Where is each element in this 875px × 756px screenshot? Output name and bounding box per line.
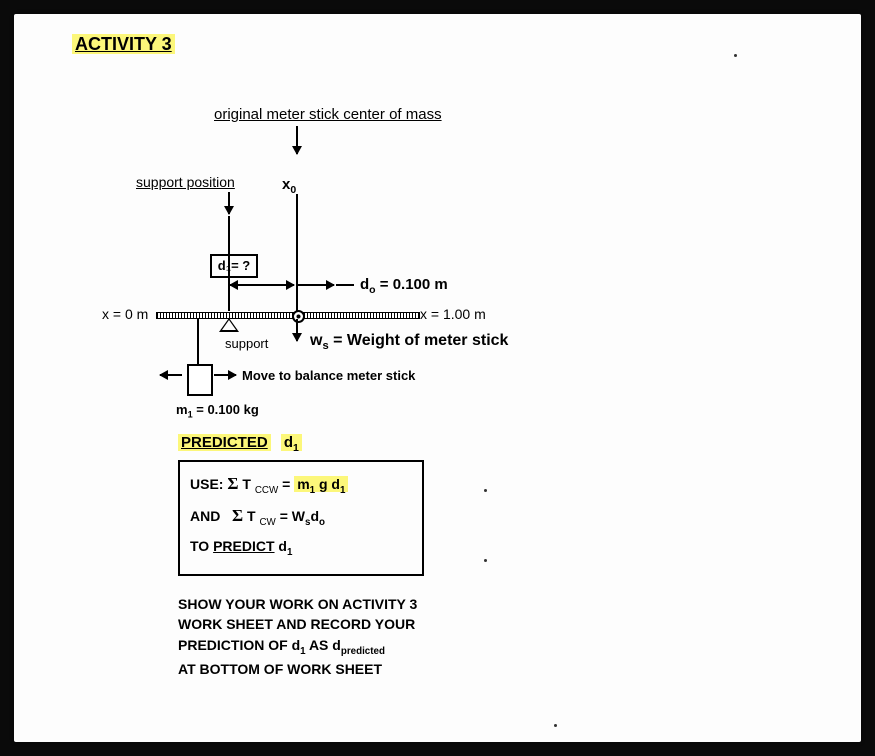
activity-title: ACTIVITY 3: [72, 34, 175, 54]
support-position-label: support position: [136, 174, 235, 190]
move-instruction: Move to balance meter stick: [242, 368, 415, 383]
d1-question-box: d₁= ?: [210, 254, 258, 278]
support-under-label: support: [225, 336, 268, 351]
x0-label: x0: [282, 176, 296, 196]
hanging-mass-icon: [187, 364, 213, 396]
weight-force-arrow: [296, 319, 298, 341]
predicted-header: PREDICTED d1: [178, 434, 302, 454]
instr-line-4: AT BOTTOM OF WORK SHEET: [178, 659, 417, 679]
hanger-line: [197, 318, 199, 364]
m1-label: m1 = 0.100 kg: [176, 402, 259, 420]
activity-header: ACTIVITY 3: [72, 34, 175, 55]
original-center-label: original meter stick center of mass: [214, 106, 442, 123]
instr-line-2: WORK SHEET AND RECORD YOUR: [178, 614, 417, 634]
predicted-var: d1: [281, 434, 302, 451]
formula-row-1: USE: Σ T CCW = m1 g d1: [190, 474, 412, 496]
x0-vline: [296, 194, 298, 311]
move-right-arrow: [214, 374, 236, 376]
formula-row-3: TO PREDICT d1: [190, 538, 412, 558]
arrow-to-x0: [296, 126, 298, 154]
ws-label: ws = Weight of meter stick: [310, 332, 508, 352]
scan-dot: [554, 724, 557, 727]
center-of-mass-marker: [292, 310, 305, 323]
predicted-word: PREDICTED: [178, 434, 271, 451]
formula-row-2: AND Σ T CW = Wsdo: [190, 506, 412, 528]
x-equals-one: x = 1.00 m: [420, 306, 486, 322]
move-left-arrow: [160, 374, 182, 376]
eq1-rhs: m1 g d1: [294, 476, 348, 492]
scan-dot: [484, 489, 487, 492]
arrow-to-support: [228, 192, 230, 214]
fulcrum-icon: [219, 318, 239, 332]
instr-line-3: PREDICTION OF d1 AS dpredicted: [178, 635, 417, 659]
instr-line-1: SHOW YOUR WORK ON ACTIVITY 3: [178, 594, 417, 614]
do-dimension: [298, 284, 334, 286]
do-label: do = 0.100 m: [360, 276, 448, 296]
instructions: SHOW YOUR WORK ON ACTIVITY 3 WORK SHEET …: [178, 594, 417, 679]
formula-box: USE: Σ T CCW = m1 g d1 AND Σ T CW = Wsdo…: [178, 460, 424, 576]
scan-dot: [734, 54, 737, 57]
d1-dimension: [230, 284, 294, 286]
worksheet-page: ACTIVITY 3 original meter stick center o…: [14, 14, 861, 742]
do-dash: [336, 284, 354, 286]
x-equals-zero: x = 0 m: [102, 306, 148, 322]
meter-stick: [156, 312, 420, 319]
scan-dot: [484, 559, 487, 562]
